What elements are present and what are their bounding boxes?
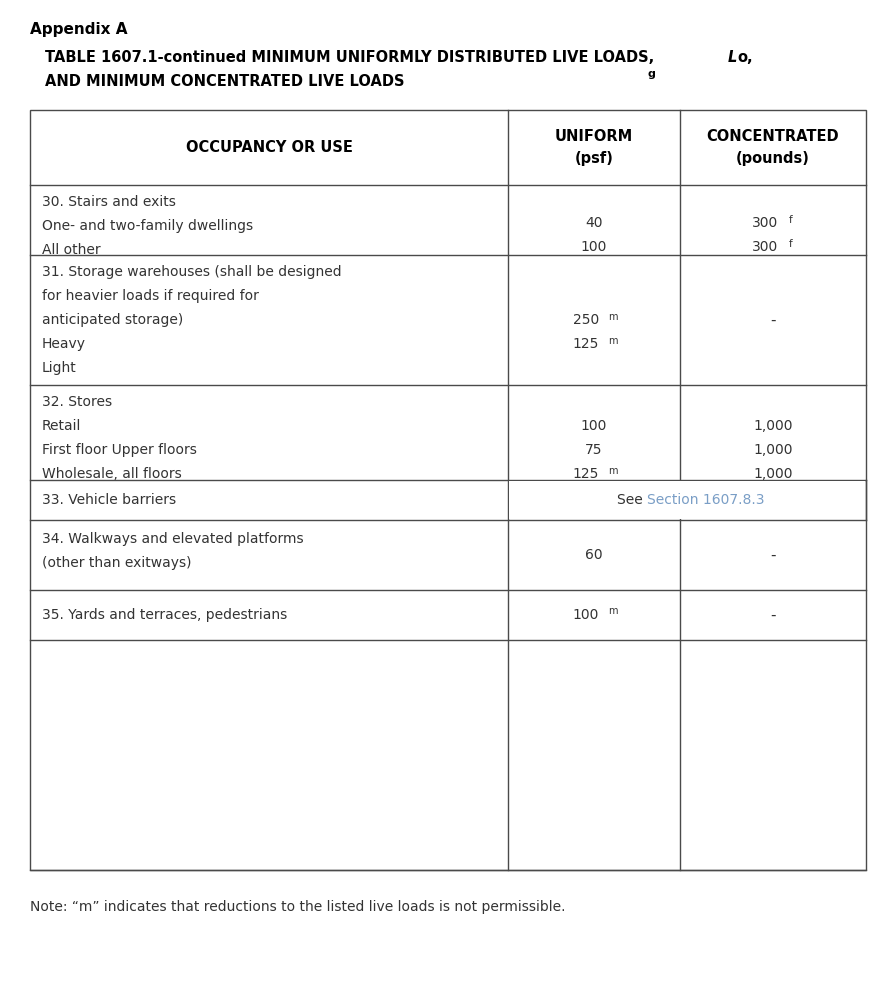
Text: 100: 100: [573, 608, 599, 622]
Text: 32. Stores: 32. Stores: [42, 395, 112, 409]
Text: 60: 60: [585, 548, 603, 562]
Text: 40: 40: [585, 216, 603, 230]
Text: m: m: [608, 312, 617, 322]
Text: g: g: [648, 69, 656, 79]
Bar: [30, 110, 866, 870]
Text: UNIFORM
(psf): UNIFORM (psf): [555, 129, 633, 166]
Text: 100: 100: [581, 419, 607, 433]
Text: Note: “m” indicates that reductions to the listed live loads is not permissible.: Note: “m” indicates that reductions to t…: [30, 900, 565, 914]
Text: anticipated storage): anticipated storage): [42, 313, 184, 327]
Text: 1,000: 1,000: [754, 419, 793, 433]
Text: TABLE 1607.1-continued MINIMUM UNIFORMLY DISTRIBUTED LIVE LOADS,: TABLE 1607.1-continued MINIMUM UNIFORMLY…: [45, 50, 659, 65]
Text: f: f: [789, 239, 793, 249]
Text: 250: 250: [573, 313, 599, 327]
Text: 1,000: 1,000: [754, 443, 793, 457]
Text: -: -: [771, 608, 776, 623]
Text: L: L: [728, 50, 737, 65]
Text: f: f: [789, 215, 793, 225]
Text: m: m: [608, 336, 617, 346]
Text: -: -: [771, 547, 776, 562]
Text: Section 1607.8.3: Section 1607.8.3: [647, 493, 764, 507]
Text: CONCENTRATED
(pounds): CONCENTRATED (pounds): [707, 129, 840, 166]
Text: 300: 300: [752, 216, 778, 230]
Text: o,: o,: [737, 50, 753, 65]
Text: Light: Light: [42, 361, 77, 375]
Text: OCCUPANCY OR USE: OCCUPANCY OR USE: [185, 140, 352, 155]
Text: Retail: Retail: [42, 419, 82, 433]
Text: Wholesale, all floors: Wholesale, all floors: [42, 467, 182, 481]
Text: See: See: [617, 493, 647, 507]
Text: 75: 75: [585, 443, 603, 457]
Text: 35. Yards and terraces, pedestrians: 35. Yards and terraces, pedestrians: [42, 608, 288, 622]
Text: 31. Storage warehouses (shall be designed: 31. Storage warehouses (shall be designe…: [42, 265, 341, 279]
Text: AND MINIMUM CONCENTRATED LIVE LOADS: AND MINIMUM CONCENTRATED LIVE LOADS: [45, 74, 404, 89]
Text: All other: All other: [42, 243, 100, 257]
Text: 34. Walkways and elevated platforms: 34. Walkways and elevated platforms: [42, 532, 304, 546]
Text: One- and two-family dwellings: One- and two-family dwellings: [42, 219, 254, 233]
Text: Heavy: Heavy: [42, 337, 86, 351]
Text: -: -: [771, 313, 776, 328]
Text: m: m: [608, 606, 617, 616]
Text: 1,000: 1,000: [754, 467, 793, 481]
Text: (other than exitways): (other than exitways): [42, 556, 192, 570]
Text: First floor Upper floors: First floor Upper floors: [42, 443, 197, 457]
Text: 33. Vehicle barriers: 33. Vehicle barriers: [42, 493, 177, 507]
Text: 300: 300: [752, 240, 778, 254]
Text: 125: 125: [573, 467, 599, 481]
Text: 30. Stairs and exits: 30. Stairs and exits: [42, 195, 176, 209]
Text: 100: 100: [581, 240, 607, 254]
Text: Appendix A: Appendix A: [30, 22, 127, 37]
Text: m: m: [608, 466, 617, 476]
Bar: [509, 481, 865, 519]
Text: 125: 125: [573, 337, 599, 351]
Text: for heavier loads if required for: for heavier loads if required for: [42, 289, 259, 303]
